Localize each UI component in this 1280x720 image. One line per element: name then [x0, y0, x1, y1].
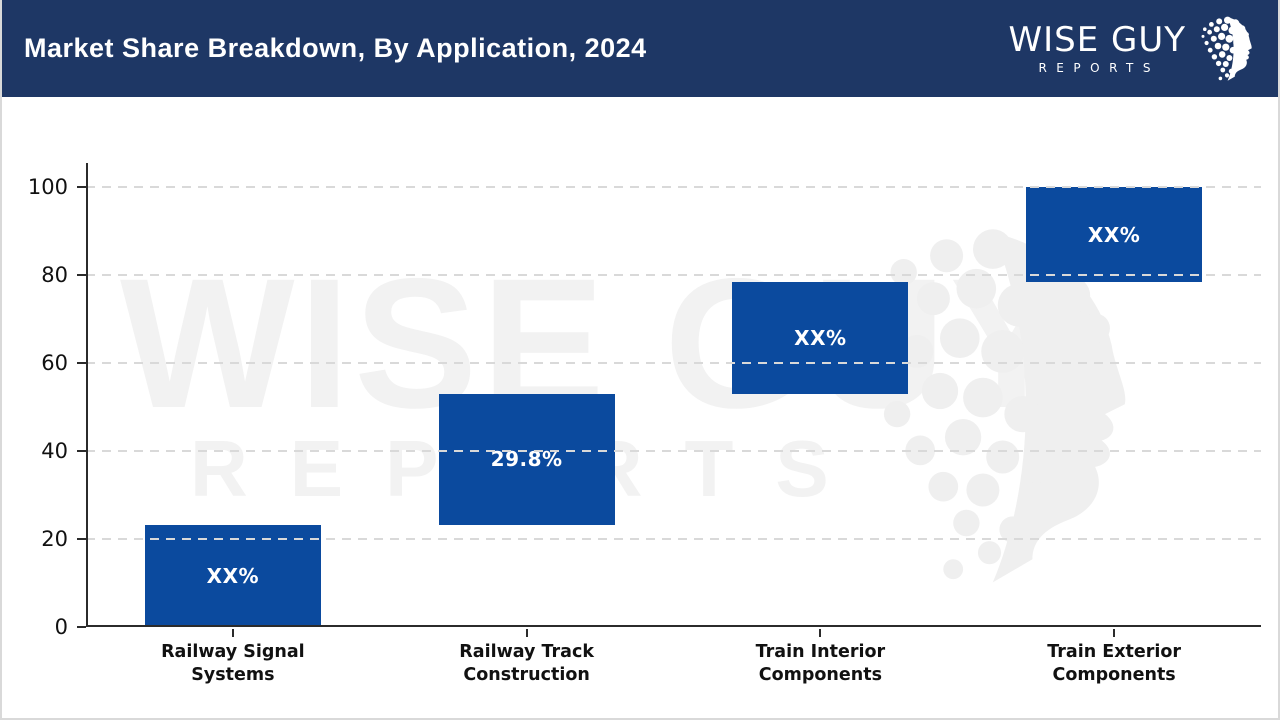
gridline: [86, 362, 1261, 364]
y-tick-label: 20: [41, 527, 68, 551]
x-axis-tick: [819, 629, 822, 637]
bar-segment: 29.8%: [438, 393, 615, 525]
y-tick-label: 80: [41, 263, 68, 287]
y-axis-line: [86, 163, 88, 627]
x-axis-tick: [525, 629, 528, 637]
y-axis-tick: [77, 362, 86, 364]
bar-segment: XX%: [732, 282, 909, 394]
bar-value-label: XX%: [794, 325, 847, 350]
header-bar: Market Share Breakdown, By Application, …: [2, 0, 1278, 97]
brand-subname: REPORTS: [1038, 61, 1160, 75]
x-axis-labels: Railway Signal Systems Railway Track Constr…: [86, 641, 1261, 705]
gridline: [86, 274, 1261, 276]
bar-value-label: XX%: [1087, 222, 1141, 247]
brand-name: WISE GUY: [1008, 20, 1186, 60]
page-title: Market Share Breakdown, By Application, …: [24, 33, 647, 63]
category-label: Railway Signal Systems: [161, 642, 305, 685]
y-axis-tick: [77, 626, 86, 628]
x-axis-tick: [1113, 629, 1116, 637]
bar-segment: XX%: [1026, 187, 1203, 283]
y-tick-label: 60: [41, 351, 68, 375]
bar-segment: XX%: [144, 524, 321, 627]
bar-value-label: XX%: [206, 563, 260, 588]
category-label: Train Exterior Components: [1047, 642, 1182, 685]
gridline: [86, 450, 1261, 452]
y-axis-tick: [77, 450, 86, 452]
chart-area: WISE GUY REPORTS 020406080100XX%29.8%XX%…: [2, 97, 1278, 718]
x-axis-tick: [231, 629, 234, 637]
brand-head-icon: [1201, 16, 1252, 81]
y-tick-label: 40: [41, 439, 68, 463]
category-label: Railway Track Construction: [459, 642, 594, 685]
gridline: [86, 186, 1261, 188]
category-label: Train Interior Components: [755, 642, 886, 685]
y-axis-tick: [77, 538, 86, 540]
y-axis-tick: [77, 186, 86, 188]
plot-area: 0 20 40 60 80 100 XX% 29.8% XX% XX%: [28, 163, 1261, 639]
y-tick-label: 0: [54, 615, 68, 639]
y-axis-tick: [77, 274, 86, 276]
brand-wordmark: WISE GUY REPORTS: [1008, 23, 1186, 74]
gridline: [86, 538, 1261, 540]
x-axis-line: [86, 625, 1261, 627]
y-tick-label: 100: [27, 175, 68, 199]
brand-logo: WISE GUY REPORTS: [1008, 16, 1254, 82]
